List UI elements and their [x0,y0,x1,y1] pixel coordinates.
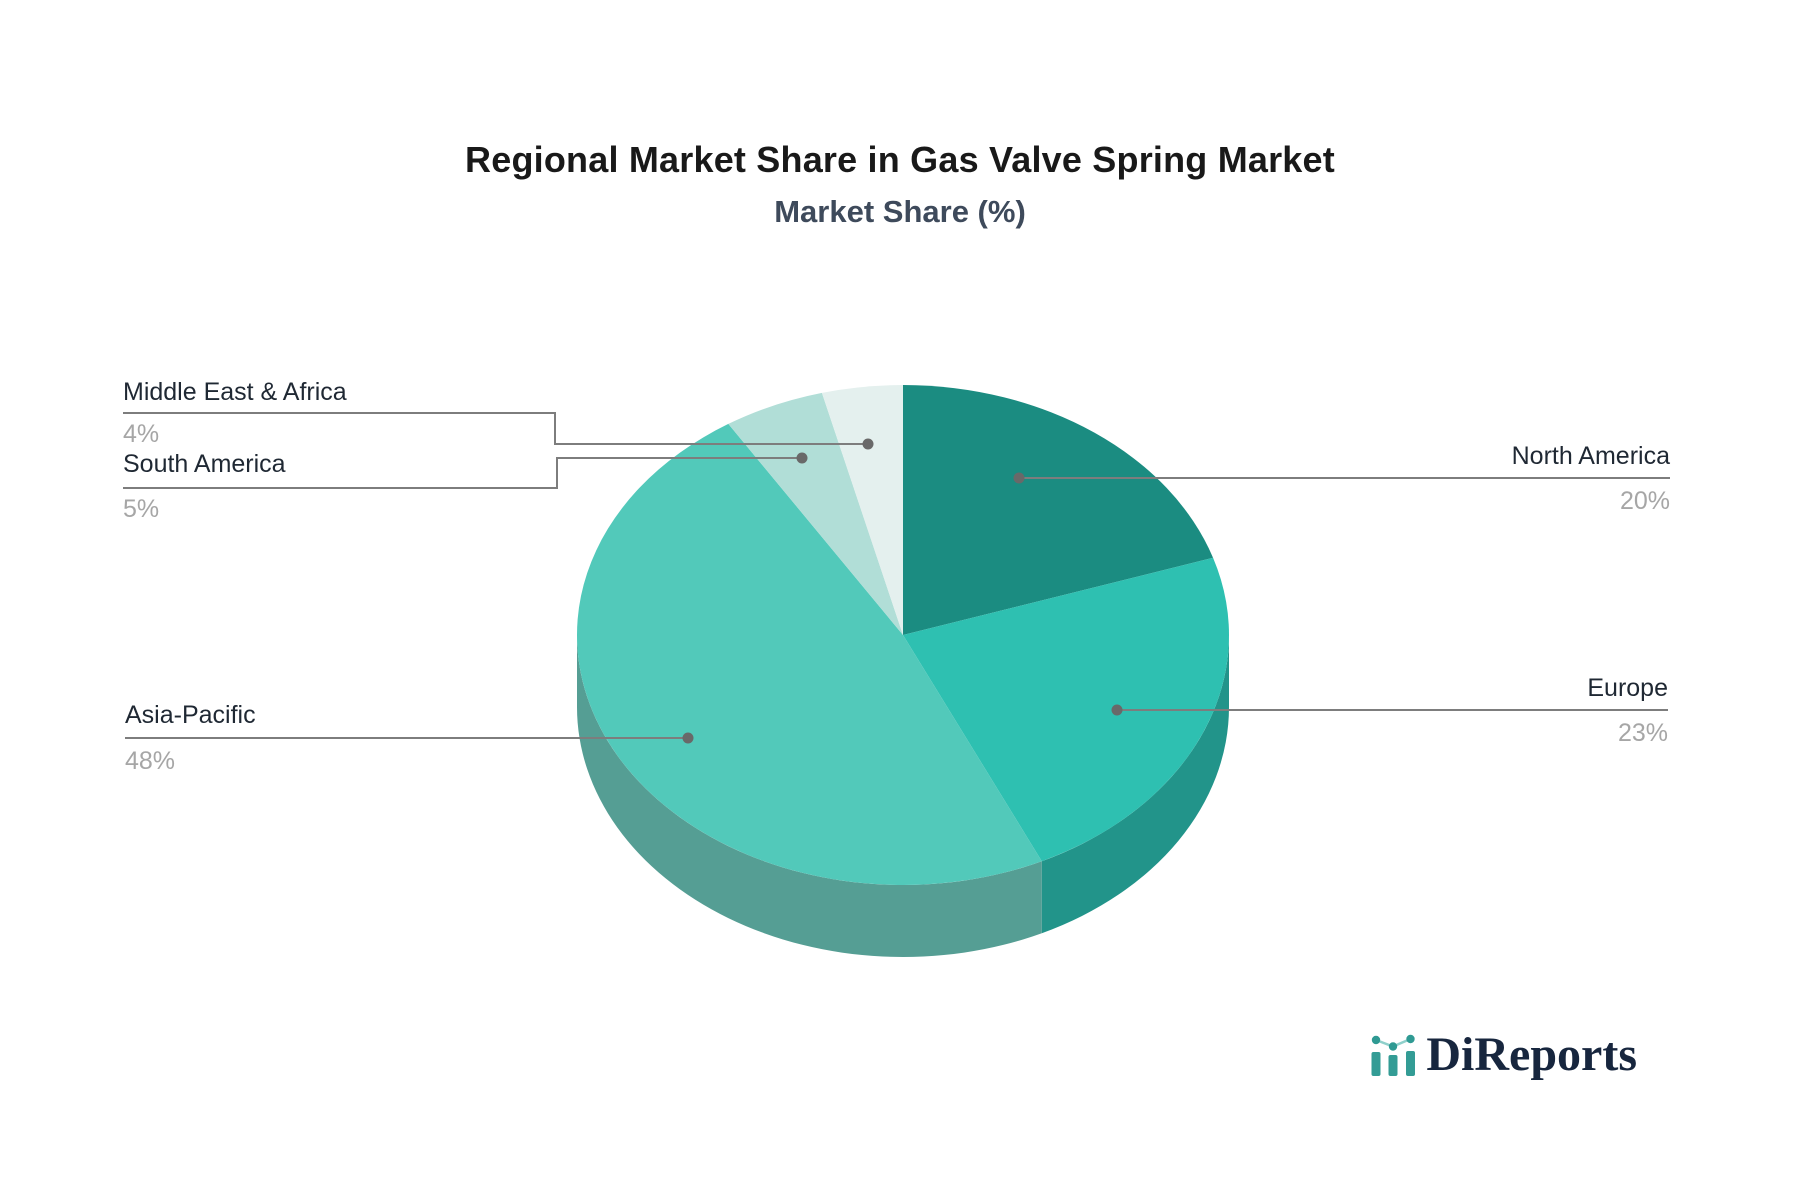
chart-title: Regional Market Share in Gas Valve Sprin… [465,139,1335,180]
value-europe: 23% [1617,719,1668,747]
bar-chart-icon [1371,1034,1416,1076]
pie-slice-middle-east-africa [821,385,903,635]
label-europe: Europe [1587,674,1668,702]
pie-side-europe [1041,635,1229,934]
value-south-america: 5% [123,495,160,523]
pie-slice-south-america [728,392,903,635]
chart-subtitle: Market Share (%) [774,194,1026,229]
leader-lines [123,412,1670,739]
leader-dot-asia-pacific [682,732,694,744]
leader-dot-south-america [796,452,808,464]
logo: DiReports [1370,1027,1637,1081]
value-asia-pacific: 48% [125,747,176,775]
pie-slice-europe [903,557,1229,862]
logo-text: DiReports [1426,1027,1637,1081]
label-asia-pacific: Asia-Pacific [125,701,256,729]
leader-dot-middle-east-africa [862,438,874,450]
label-middle-east-africa: Middle East & Africa [123,378,347,406]
leader-dot-north-america [1013,472,1025,484]
leader-line-middle-east-africa [123,412,868,445]
pie-sides [577,635,1229,958]
value-north-america: 20% [1619,487,1670,515]
pie-side-asia-pacific [577,635,1042,958]
label-south-america: South America [123,450,286,478]
leader-dot-europe [1111,704,1123,716]
pie-slice-asia-pacific [576,423,1042,886]
label-north-america: North America [1511,442,1670,470]
pie-slices [576,385,1229,886]
pie-slice-north-america [903,385,1214,635]
leader-dots [682,438,1123,744]
value-middle-east-africa: 4% [123,420,160,448]
leader-line-south-america [123,457,802,489]
